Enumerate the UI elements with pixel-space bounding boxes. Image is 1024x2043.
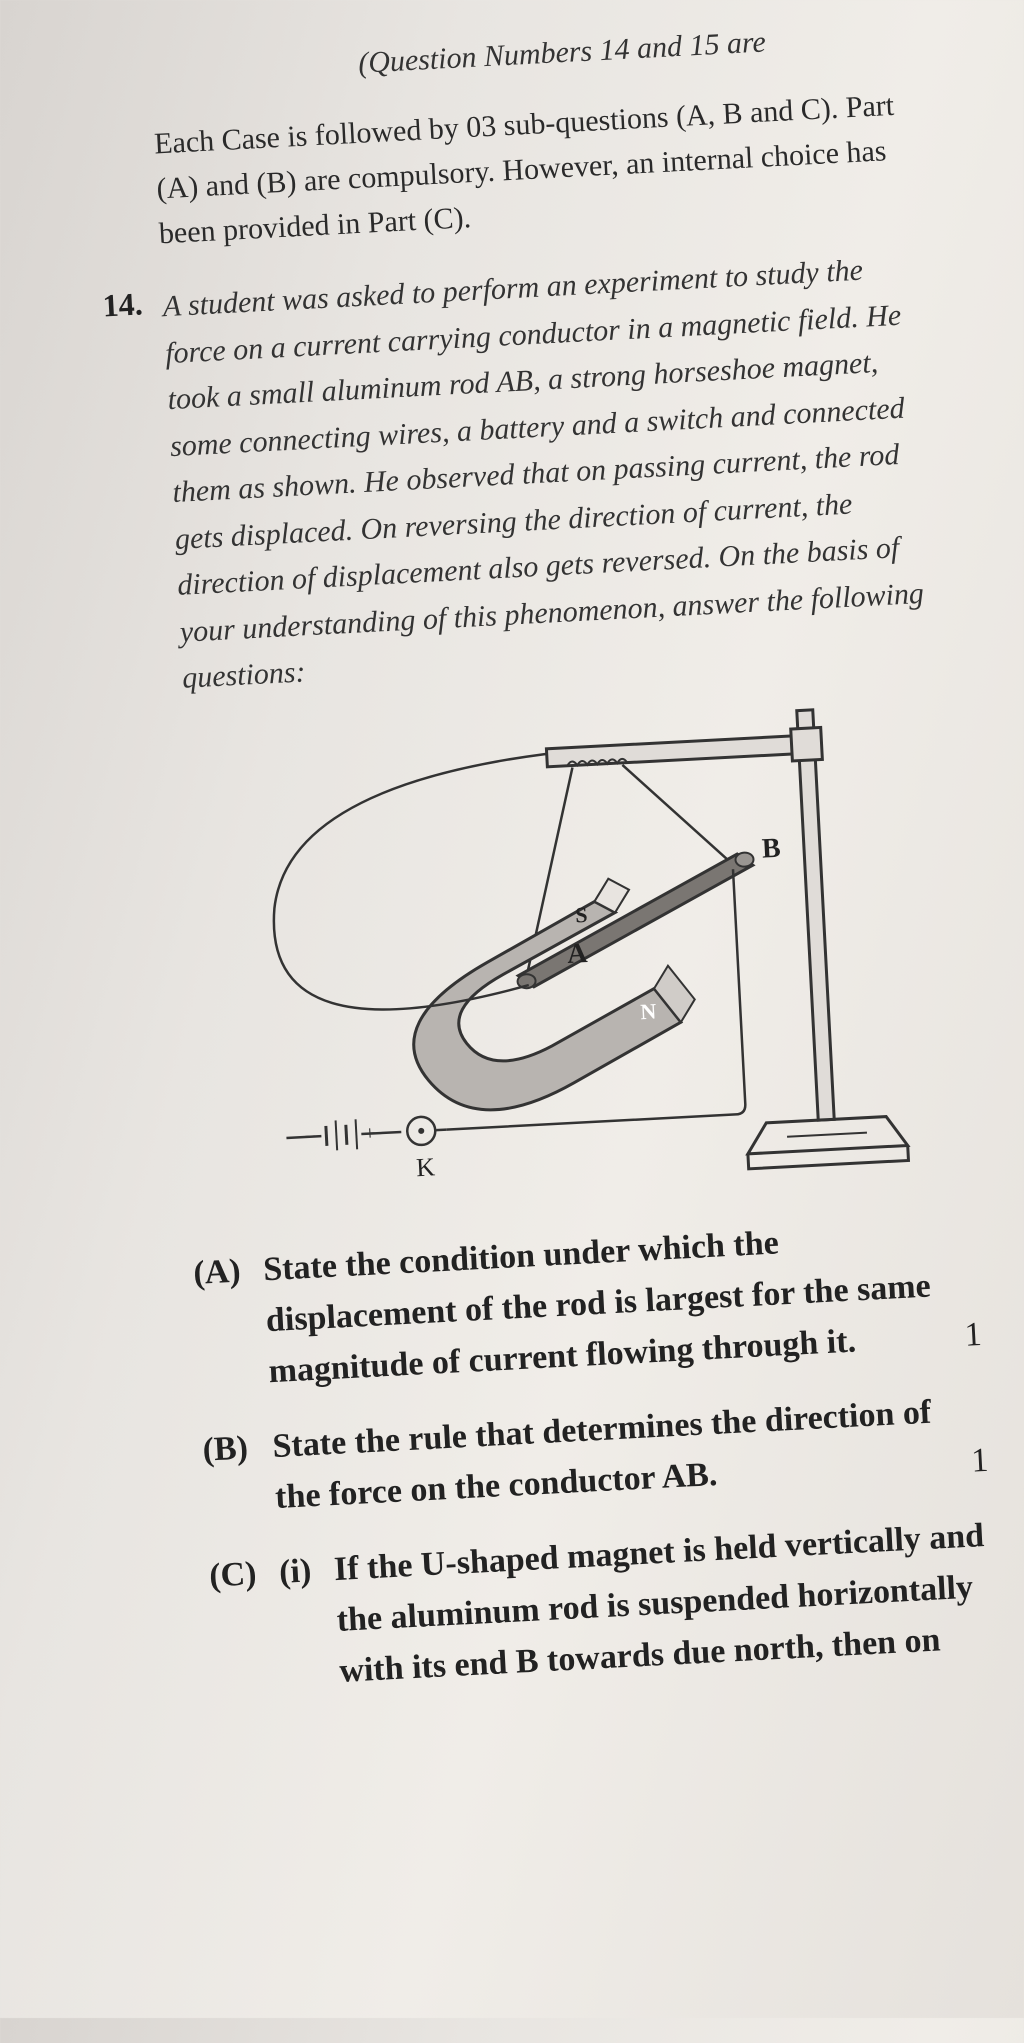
subquestion-c: (C) (i) If the U-shaped magnet is held v… [208, 1509, 999, 1703]
battery-symbol: − + [278, 963, 377, 1152]
clamp-arm [546, 734, 817, 766]
clamp-holder [791, 727, 823, 761]
subq-b-label: (B) [201, 1421, 274, 1476]
svg-text:N: N [640, 998, 657, 1024]
wire-right [622, 759, 727, 864]
subq-a-marks: 1 [963, 1308, 983, 1360]
question-number: 14. [102, 284, 164, 324]
page-content: (Question Numbers 14 and 15 are Each Cas… [0, 0, 1024, 2043]
stand-rod [797, 709, 834, 1119]
label-k: K [415, 1152, 435, 1182]
subq-b-marks: 1 [970, 1434, 990, 1486]
subq-c-inner-label: (i) [278, 1544, 336, 1598]
circuit-wire-outer [266, 753, 560, 1015]
svg-text:S: S [574, 901, 588, 927]
case-instructions: Each Case is followed by 03 sub-question… [153, 82, 923, 257]
switch-k [407, 1115, 447, 1145]
subquestion-a: (A) State the condition under which the … [192, 1207, 983, 1401]
label-b: B [761, 832, 781, 864]
question-14: 14. A student was asked to perform an ex… [102, 244, 947, 705]
subq-c-label: (C) [208, 1546, 281, 1601]
experiment-diagram: A B S N − + [164, 674, 949, 1213]
subq-a-label: (A) [192, 1244, 265, 1299]
label-a: A [566, 937, 589, 969]
subq-a-text: State the condition under which the disp… [262, 1207, 983, 1397]
subquestion-b: (B) State the rule that determines the d… [201, 1383, 989, 1526]
subq-b-text: State the rule that determines the direc… [271, 1383, 989, 1522]
question-text: A student was asked to perform an experi… [162, 244, 947, 702]
question-range-note: (Question Numbers 14 and 15 are [210, 18, 915, 89]
subq-c-text: (i) If the U-shaped magnet is held verti… [278, 1509, 999, 1699]
